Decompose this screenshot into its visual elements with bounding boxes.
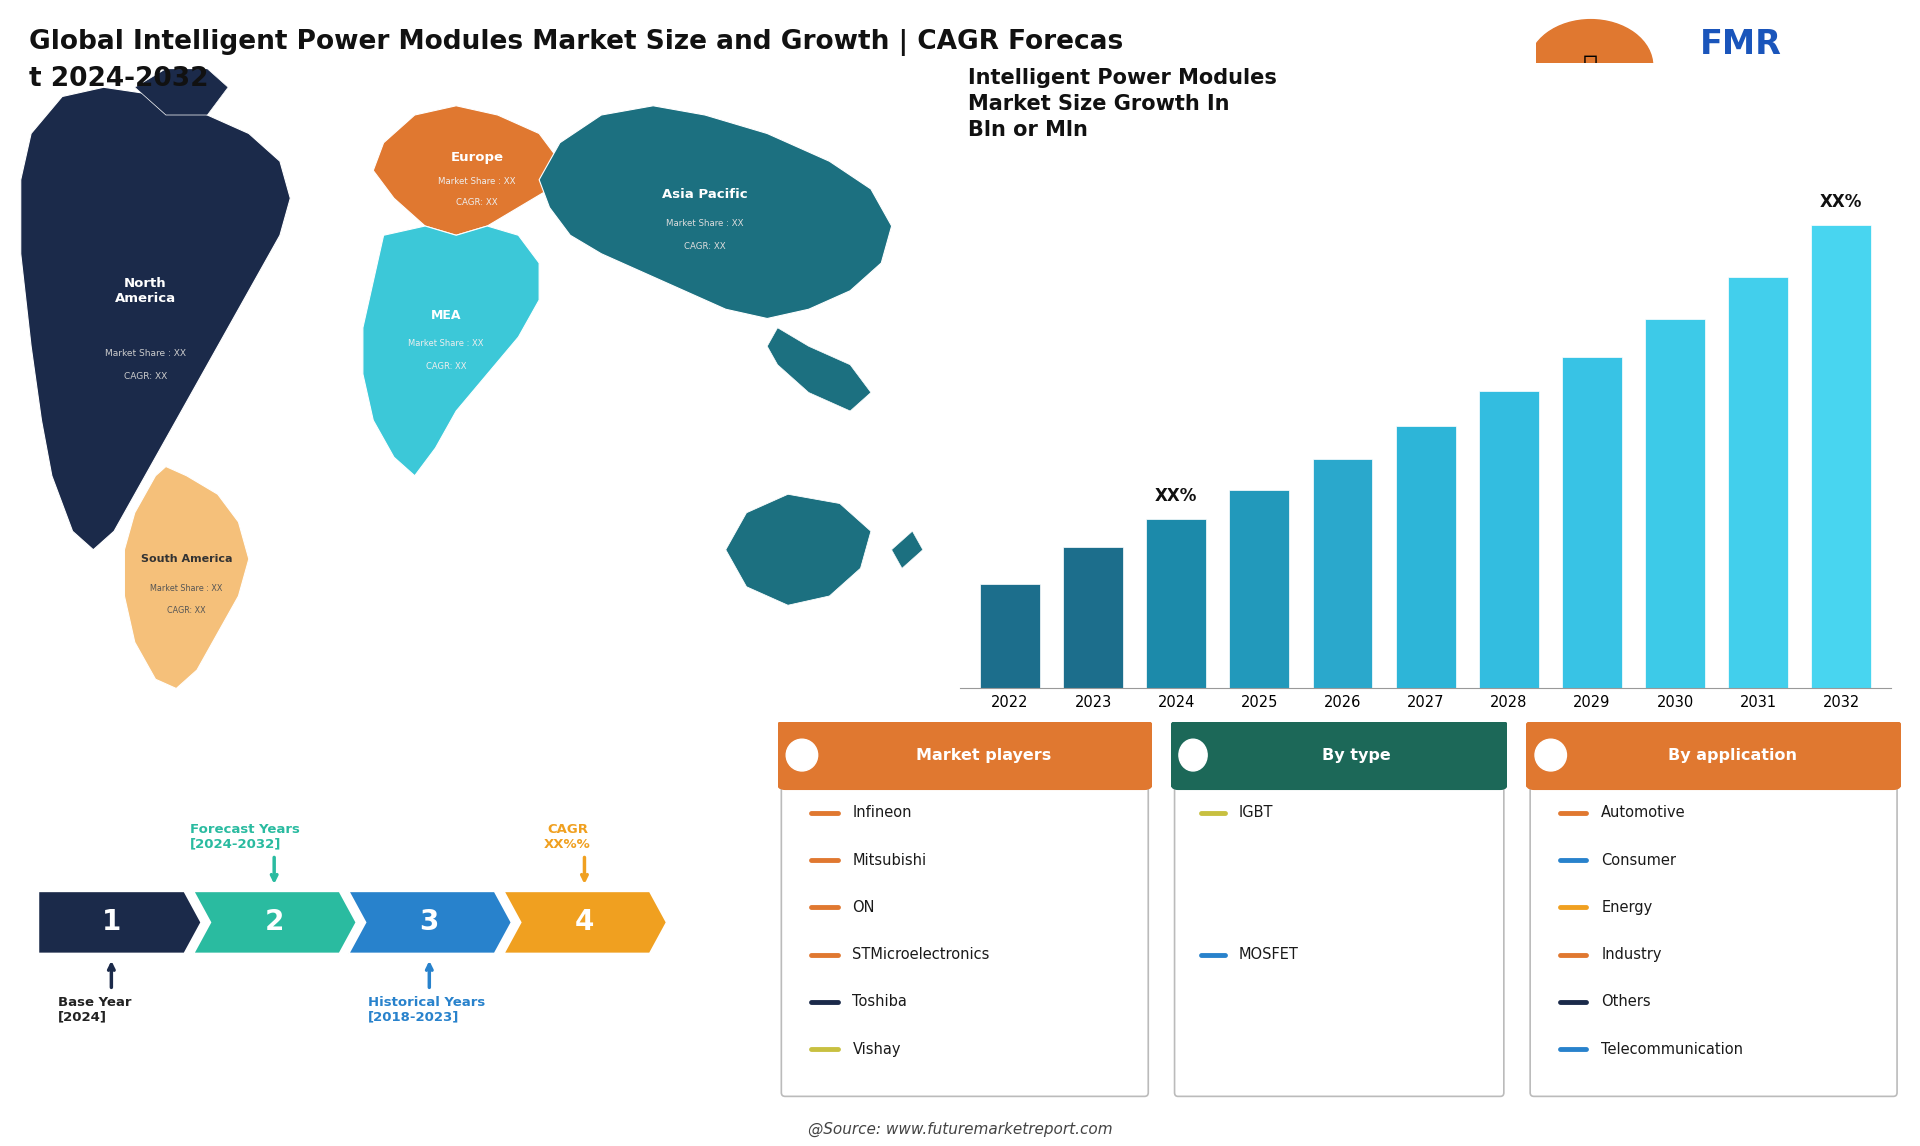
- Text: Toshiba: Toshiba: [852, 995, 908, 1010]
- Text: Forecast Years
[2024-2032]: Forecast Years [2024-2032]: [190, 823, 300, 850]
- FancyBboxPatch shape: [776, 720, 1154, 790]
- Text: CAGR
XX%%: CAGR XX%%: [543, 823, 591, 850]
- Text: Market Share : XX: Market Share : XX: [409, 339, 484, 348]
- Polygon shape: [891, 532, 924, 568]
- Text: CAGR: XX: CAGR: XX: [426, 362, 467, 371]
- Polygon shape: [194, 892, 357, 953]
- Text: Intelligent Power Modules
Market Size Growth In
Bln or Mln: Intelligent Power Modules Market Size Gr…: [968, 68, 1277, 141]
- Text: XX%: XX%: [1156, 487, 1198, 505]
- Text: Asia Pacific: Asia Pacific: [662, 188, 747, 202]
- Text: 3: 3: [420, 909, 440, 936]
- Polygon shape: [540, 105, 891, 319]
- Text: Global Intelligent Power Modules Market Size and Growth | CAGR Forecas: Global Intelligent Power Modules Market …: [29, 29, 1123, 56]
- Text: Others: Others: [1601, 995, 1651, 1010]
- Text: IGBT: IGBT: [1238, 806, 1273, 821]
- Polygon shape: [372, 105, 561, 235]
- Bar: [1811, 225, 1872, 688]
- Text: Europe: Europe: [451, 151, 503, 164]
- Text: By application: By application: [1668, 747, 1797, 762]
- Text: North
America: North America: [115, 276, 177, 305]
- Bar: [1064, 548, 1123, 688]
- Text: CAGR: XX: CAGR: XX: [457, 198, 497, 206]
- Text: CAGR: XX: CAGR: XX: [167, 605, 205, 614]
- Text: 🔭: 🔭: [1584, 54, 1597, 78]
- Polygon shape: [125, 466, 250, 689]
- Bar: [1146, 519, 1206, 688]
- Polygon shape: [38, 892, 202, 953]
- Bar: [1728, 277, 1788, 688]
- FancyBboxPatch shape: [1524, 720, 1903, 790]
- Bar: [1645, 319, 1705, 688]
- Polygon shape: [21, 87, 290, 550]
- FancyBboxPatch shape: [781, 783, 1148, 1097]
- Text: Base Year
[2024]: Base Year [2024]: [58, 996, 131, 1023]
- Bar: [1478, 391, 1538, 688]
- Text: ON: ON: [852, 900, 876, 915]
- Text: CAGR: XX: CAGR: XX: [123, 371, 167, 380]
- Text: Market Share : XX: Market Share : XX: [438, 178, 516, 187]
- Bar: [979, 583, 1041, 688]
- FancyBboxPatch shape: [1169, 720, 1509, 790]
- Circle shape: [785, 739, 818, 771]
- Circle shape: [1528, 19, 1653, 112]
- Text: MEA: MEA: [430, 308, 461, 322]
- Bar: [1229, 490, 1288, 688]
- Text: Telecommunication: Telecommunication: [1601, 1042, 1743, 1057]
- Polygon shape: [349, 892, 511, 953]
- Text: Market Share : XX: Market Share : XX: [150, 584, 223, 594]
- Text: Industry: Industry: [1601, 947, 1663, 961]
- Text: Market Share : XX: Market Share : XX: [666, 219, 743, 228]
- Text: XX%: XX%: [1820, 193, 1862, 211]
- Text: Mitsubishi: Mitsubishi: [852, 853, 927, 868]
- Text: Infineon: Infineon: [852, 806, 912, 821]
- Text: 2: 2: [265, 909, 284, 936]
- Text: South America: South America: [140, 554, 232, 564]
- Text: t 2024-2032: t 2024-2032: [29, 66, 207, 93]
- Text: FUTURE MARKET REPORT: FUTURE MARKET REPORT: [1701, 86, 1814, 95]
- Text: Consumer: Consumer: [1601, 853, 1676, 868]
- Bar: [1563, 358, 1622, 688]
- Text: MOSFET: MOSFET: [1238, 947, 1298, 961]
- FancyBboxPatch shape: [1175, 783, 1503, 1097]
- FancyBboxPatch shape: [1530, 783, 1897, 1097]
- Bar: [1313, 458, 1373, 688]
- Circle shape: [1179, 739, 1208, 771]
- Bar: [1396, 425, 1455, 688]
- Text: @Source: www.futuremarketreport.com: @Source: www.futuremarketreport.com: [808, 1122, 1112, 1137]
- Text: CAGR: XX: CAGR: XX: [684, 242, 726, 251]
- Text: Vishay: Vishay: [852, 1042, 900, 1057]
- Polygon shape: [726, 494, 872, 605]
- Text: STMicroelectronics: STMicroelectronics: [852, 947, 991, 961]
- Text: Market players: Market players: [916, 747, 1050, 762]
- Polygon shape: [503, 892, 666, 953]
- Text: 1: 1: [102, 909, 121, 936]
- Polygon shape: [134, 69, 228, 115]
- Polygon shape: [363, 226, 540, 476]
- Text: Automotive: Automotive: [1601, 806, 1686, 821]
- Text: Market Share : XX: Market Share : XX: [106, 348, 186, 358]
- Polygon shape: [768, 328, 872, 411]
- Text: By type: By type: [1321, 747, 1390, 762]
- Text: 4: 4: [574, 909, 593, 936]
- Text: FMR: FMR: [1701, 28, 1782, 61]
- Text: Energy: Energy: [1601, 900, 1653, 915]
- Text: Historical Years
[2018-2023]: Historical Years [2018-2023]: [369, 996, 486, 1023]
- Circle shape: [1534, 739, 1567, 771]
